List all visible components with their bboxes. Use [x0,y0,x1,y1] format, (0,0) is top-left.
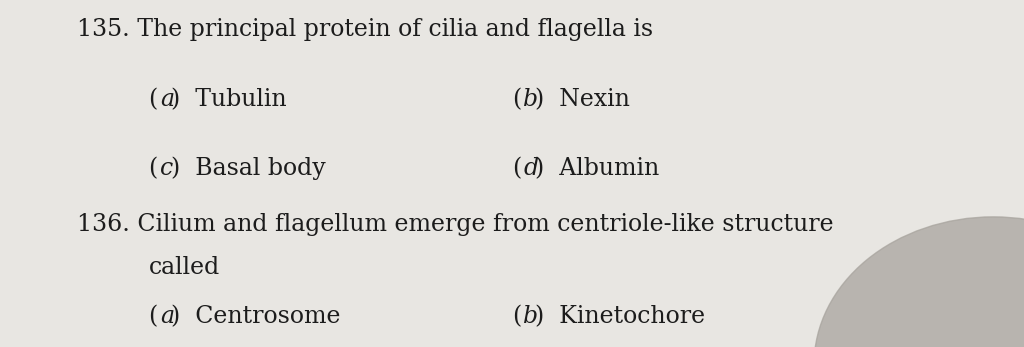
Text: d: d [523,157,539,180]
Text: )  Kinetochore: ) Kinetochore [535,305,705,328]
Ellipse shape [814,217,1024,347]
Text: b: b [523,88,539,111]
Text: )  Nexin: ) Nexin [535,88,630,111]
Text: 135. The principal protein of cilia and flagella is: 135. The principal protein of cilia and … [77,18,653,41]
Text: 136. Cilium and flagellum emerge from centriole-like structure: 136. Cilium and flagellum emerge from ce… [77,213,834,236]
Text: )  Albumin: ) Albumin [535,157,658,180]
Text: a: a [160,88,174,111]
Text: (: ( [148,157,158,180]
Text: b: b [523,305,539,328]
Text: (: ( [512,305,521,328]
Text: )  Centrosome: ) Centrosome [171,305,341,328]
Text: )  Tubulin: ) Tubulin [171,88,287,111]
Text: (: ( [148,88,158,111]
Text: (: ( [148,305,158,328]
Text: (: ( [512,157,521,180]
Text: c: c [160,157,173,180]
Text: a: a [160,305,174,328]
Text: )  Basal body: ) Basal body [171,157,326,180]
Text: (: ( [512,88,521,111]
Text: called: called [148,256,220,279]
